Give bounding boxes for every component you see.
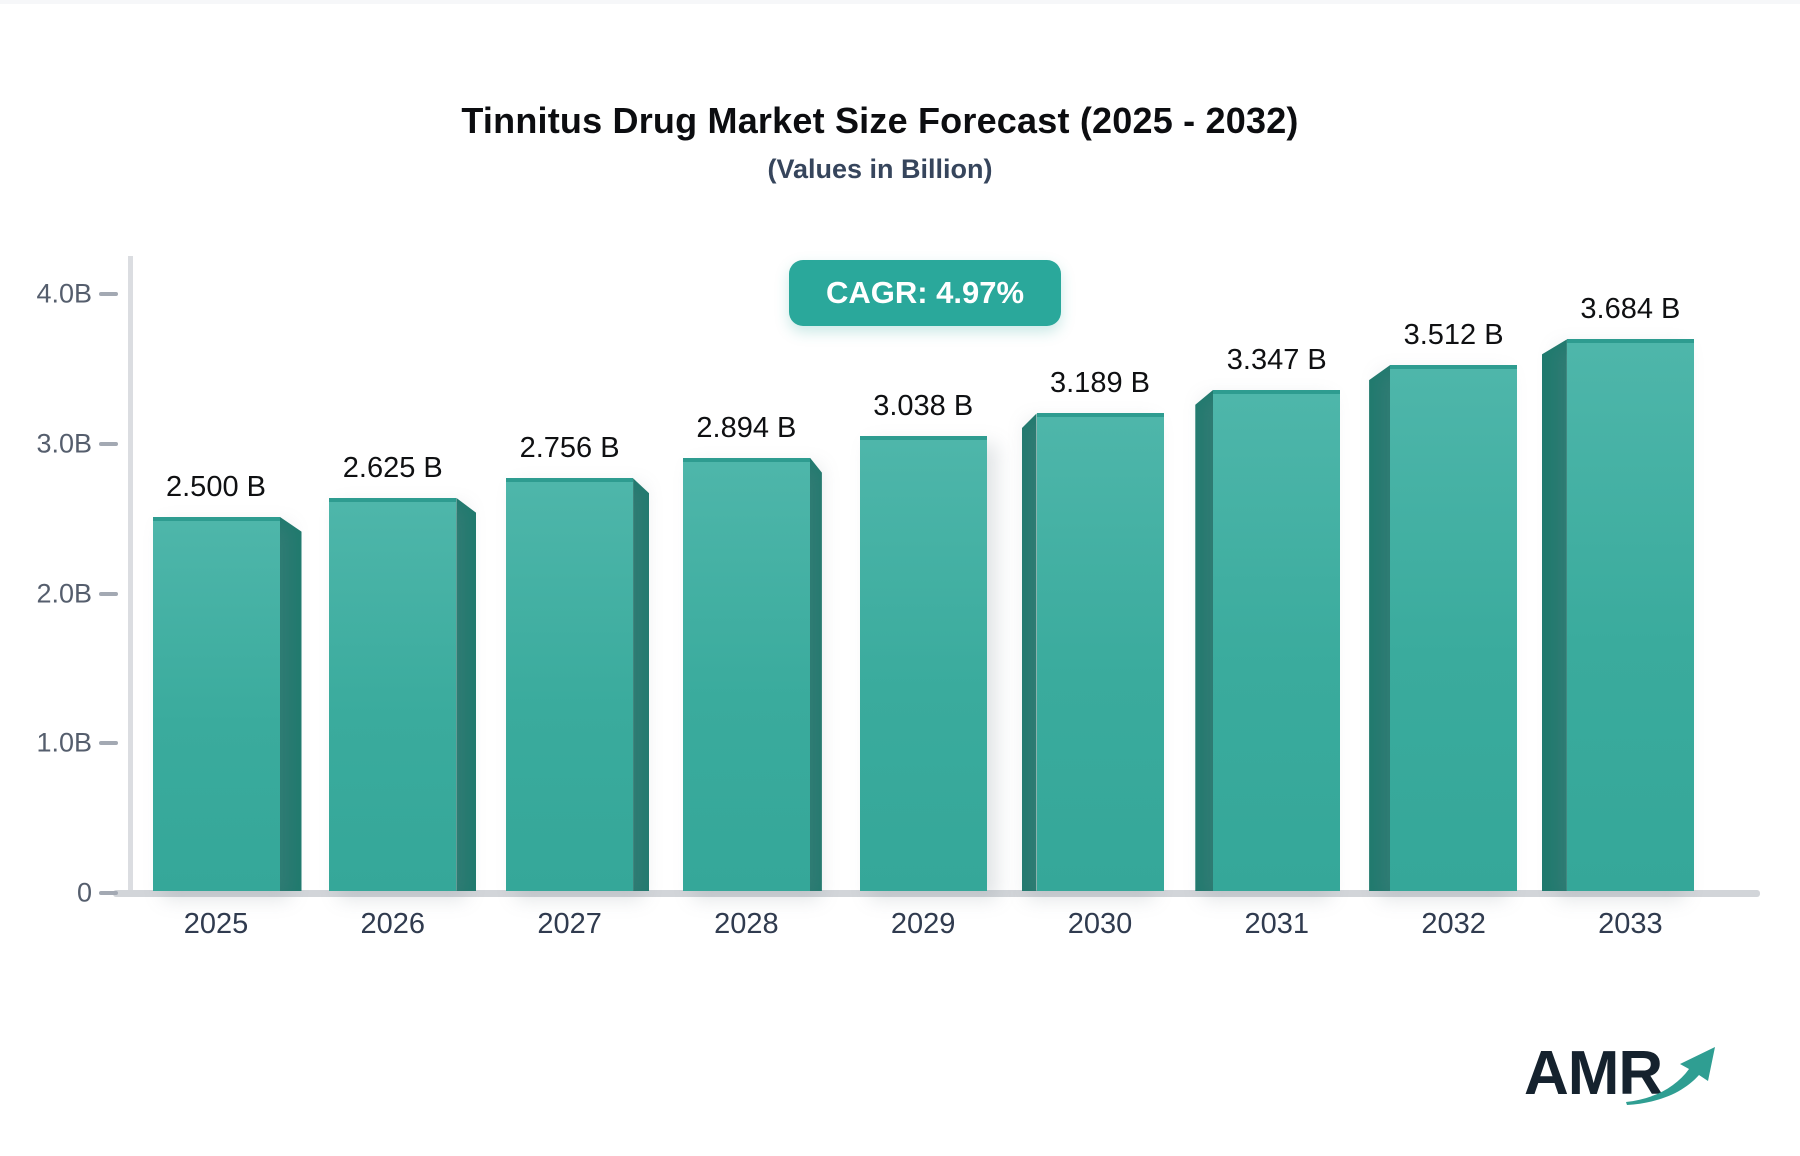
y-axis-tick-mark	[99, 891, 118, 895]
bar-2025	[152, 516, 280, 891]
bar-value-label: 3.512 B	[1403, 319, 1504, 352]
cagr-badge: CAGR: 4.97%	[789, 260, 1061, 326]
y-axis-tick-mark	[99, 441, 118, 446]
x-axis-tick-label: 2030	[1067, 908, 1133, 940]
y-axis-line	[128, 256, 133, 897]
bar-3d-side	[456, 497, 477, 891]
bar-3d-side	[1369, 365, 1391, 891]
bar-value-label: 3.347 B	[1226, 343, 1327, 376]
chart-subtitle: (Values in Billion)	[767, 154, 993, 184]
y-axis-tick-label: 2.0B	[36, 578, 92, 608]
x-axis-tick-label: 2026	[360, 908, 426, 940]
bar-value-label: 3.189 B	[1050, 367, 1150, 400]
bar-3d-side	[1021, 413, 1037, 891]
bar-2033	[1566, 339, 1694, 891]
y-axis-tick-label: 3.0B	[36, 428, 92, 459]
amr-logo: AMR	[1524, 1038, 1724, 1128]
bar-2032	[1390, 365, 1518, 891]
x-axis-tick-label: 2028	[714, 908, 779, 940]
bar-value-label: 2.625 B	[342, 451, 443, 484]
y-axis-tick-label: 0	[76, 877, 92, 908]
x-axis-tick-label: 2029	[890, 908, 956, 940]
bar-2031	[1213, 389, 1341, 891]
bar-3d-side	[633, 478, 650, 891]
x-axis-tick-label: 2031	[1244, 908, 1310, 940]
bar-2029	[859, 436, 987, 891]
x-axis-tick-label: 2033	[1598, 908, 1663, 940]
x-axis-tick-label: 2032	[1421, 908, 1486, 940]
page-title: Tinnitus Drug Market Size Forecast (2025…	[461, 100, 1299, 141]
bar-3d-side	[809, 457, 822, 891]
bar-value-label: 2.894 B	[696, 411, 797, 444]
y-axis-tick-label: 4.0B	[36, 278, 92, 309]
bar-value-label: 2.500 B	[166, 470, 266, 503]
y-axis-tick-label: 1.0B	[36, 727, 92, 758]
x-axis-line	[113, 890, 1760, 897]
y-axis-tick-mark	[99, 292, 118, 296]
bar-2027	[506, 478, 634, 891]
bar-value-label: 2.756 B	[519, 432, 620, 465]
bar-3d-side	[279, 516, 302, 891]
bar-3d-side	[1541, 339, 1567, 891]
bar-2026	[329, 497, 457, 891]
x-axis-tick-label: 2027	[537, 908, 602, 940]
bar-2030	[1036, 413, 1164, 891]
y-axis-tick-mark	[99, 741, 118, 746]
amr-logo-text: AMR	[1524, 1039, 1663, 1108]
x-axis-tick-label: 2025	[183, 908, 249, 940]
bar-2028	[682, 457, 810, 891]
growth-arrow-icon	[1626, 1047, 1715, 1105]
y-axis-tick-mark	[99, 591, 118, 596]
bar-3d-side	[1195, 389, 1214, 891]
bar-value-label: 3.038 B	[873, 390, 974, 423]
bar-value-label: 3.684 B	[1580, 293, 1681, 326]
